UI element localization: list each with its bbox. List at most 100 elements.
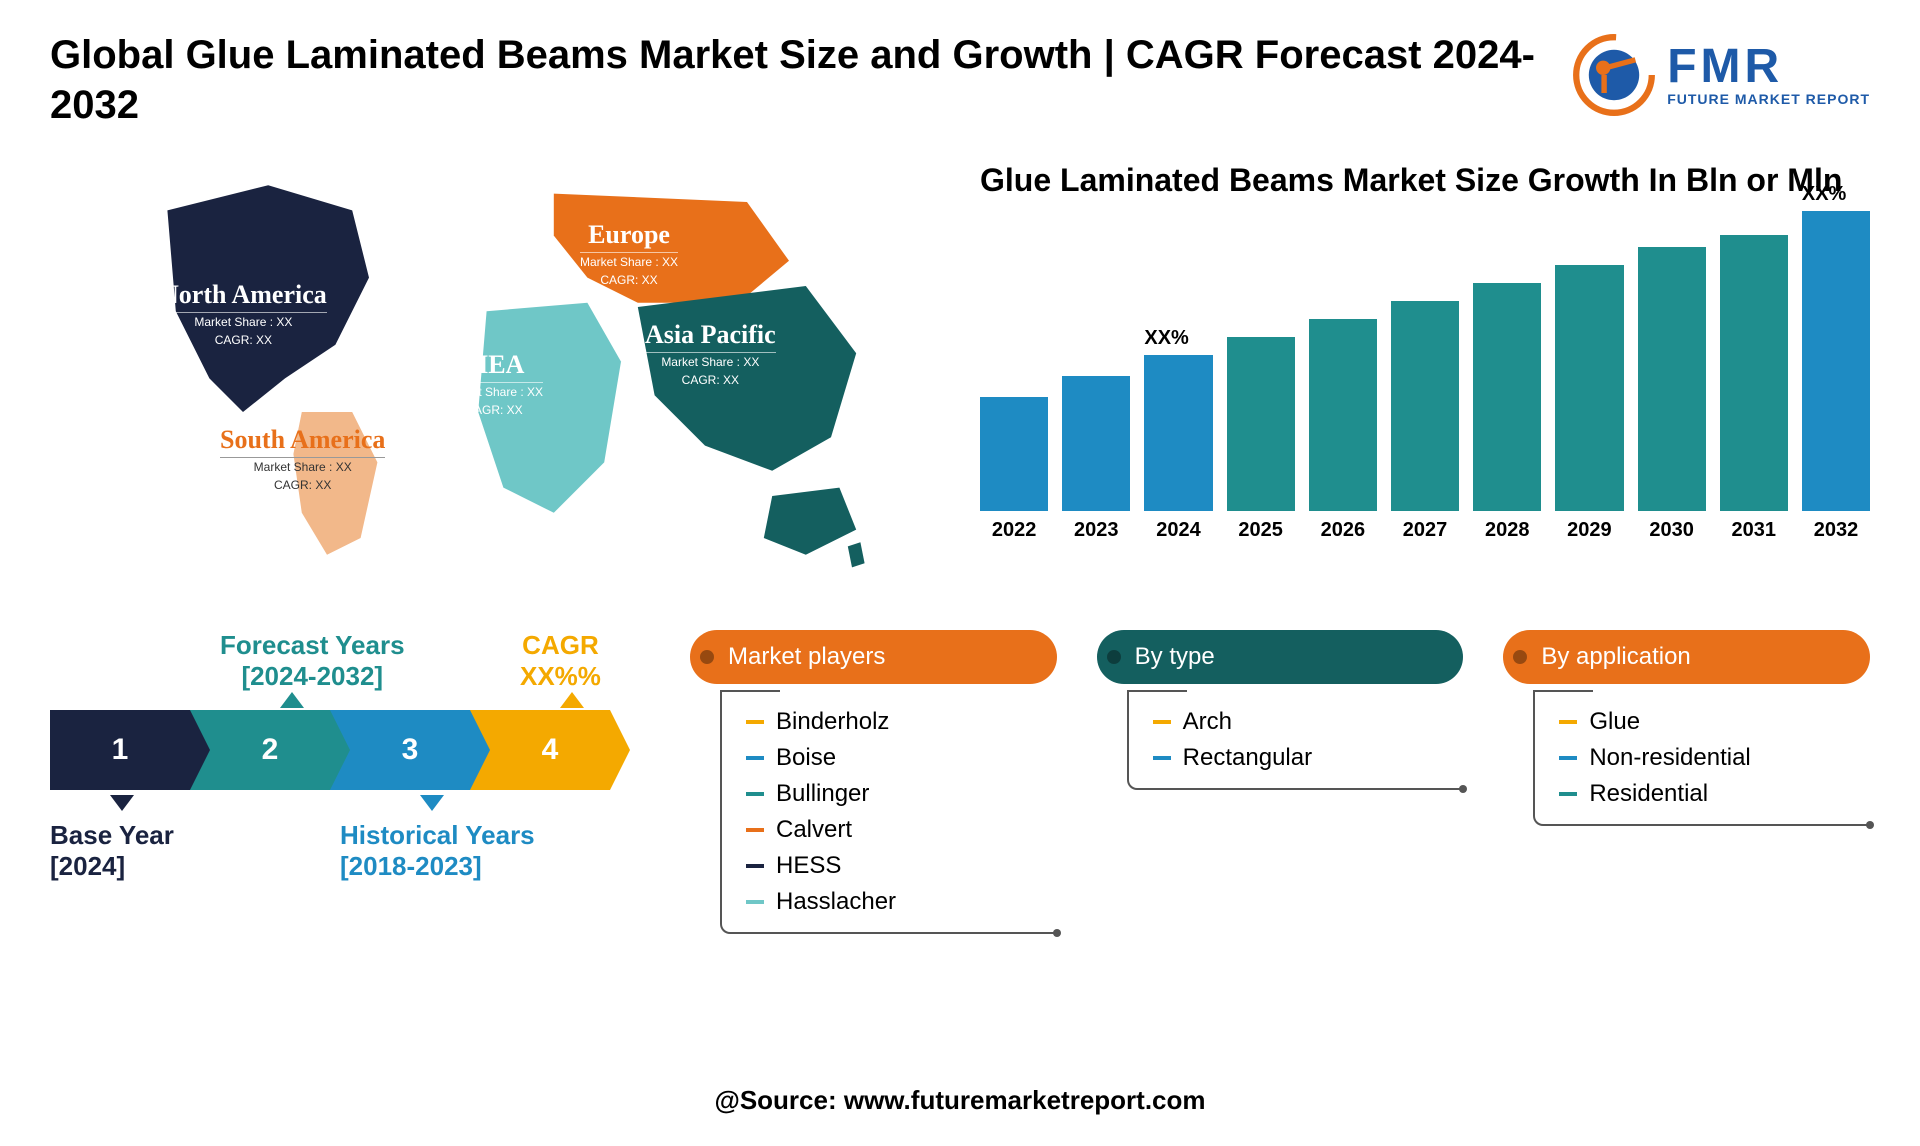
forecast-label: Forecast Years [2024-2032]: [220, 630, 405, 692]
cagr-label: CAGR XX%%: [520, 630, 601, 692]
fmr-logo-icon: [1569, 30, 1659, 120]
bar-chart: Glue Laminated Beams Market Size Growth …: [980, 160, 1870, 580]
bar-rect: [1309, 319, 1377, 511]
tick-icon: [1153, 756, 1171, 760]
list-item: HESS: [746, 848, 1057, 884]
bar-annotation: XX%: [1144, 327, 1188, 350]
timeline-segment-1: 1: [50, 710, 190, 790]
bar-rect: [1638, 247, 1706, 511]
bar-2024: XX% 2024: [1144, 355, 1212, 542]
triangle-icon: [420, 795, 444, 811]
bar-year-label: 2025: [1238, 519, 1283, 542]
list-item: Calvert: [746, 812, 1057, 848]
bar-year-label: 2027: [1403, 519, 1448, 542]
bar-year-label: 2023: [1074, 519, 1119, 542]
list-item-label: Boise: [776, 744, 836, 772]
region-asia-pacific: Asia Pacific Market Share : XX CAGR: XX: [645, 320, 776, 387]
bar-2027: 2027: [1391, 301, 1459, 542]
region-share: Market Share : XX: [220, 457, 385, 474]
region-cagr: CAGR: XX: [445, 401, 543, 417]
list-item-label: Non-residential: [1589, 744, 1750, 772]
bar-year-label: 2028: [1485, 519, 1530, 542]
timeline-arrows: 1234: [50, 710, 650, 790]
bar-rect: [1227, 337, 1295, 511]
list-item-label: Calvert: [776, 816, 852, 844]
circle-icon: [1513, 650, 1527, 664]
bar-year-label: 2029: [1567, 519, 1612, 542]
pill-list: Arch Rectangular: [1127, 692, 1464, 790]
list-item: Boise: [746, 740, 1057, 776]
region-south-america: South America Market Share : XX CAGR: XX: [220, 425, 385, 492]
forecast-value: [2024-2032]: [241, 661, 383, 691]
region-cagr: CAGR: XX: [160, 331, 327, 347]
historical-text: Historical Years: [340, 820, 535, 850]
timeline-segment-2: 2: [190, 710, 330, 790]
tick-icon: [746, 720, 764, 724]
list-item-label: Binderholz: [776, 708, 889, 736]
list-item: Hasslacher: [746, 884, 1057, 920]
region-share: Market Share : XX: [160, 312, 327, 329]
timeline-segment-3: 3: [330, 710, 470, 790]
list-item: Binderholz: [746, 704, 1057, 740]
bar-2031: 2031: [1720, 235, 1788, 542]
region-name: Asia Pacific: [645, 320, 776, 350]
region-share: Market Share : XX: [645, 352, 776, 369]
bar-rect: XX%: [1144, 355, 1212, 511]
bar-2030: 2030: [1638, 247, 1706, 542]
bar-2028: 2028: [1473, 283, 1541, 542]
region-north-america: North America Market Share : XX CAGR: XX: [160, 280, 327, 347]
tick-icon: [1153, 720, 1171, 724]
tick-icon: [1559, 792, 1577, 796]
circle-icon: [700, 650, 714, 664]
tick-icon: [1559, 720, 1577, 724]
list-item: Rectangular: [1153, 740, 1464, 776]
circle-icon: [1107, 650, 1121, 664]
header: Global Glue Laminated Beams Market Size …: [50, 30, 1870, 130]
tick-icon: [746, 900, 764, 904]
market-players-column: Market playersBinderholzBoiseBullingerCa…: [690, 630, 1057, 934]
pill-header: By application: [1503, 630, 1870, 684]
pill-list: GlueNon-residentialResidential: [1533, 692, 1870, 826]
bar-rect: [1555, 265, 1623, 511]
list-item-label: Hasslacher: [776, 888, 896, 916]
list-item-label: HESS: [776, 852, 841, 880]
bar-rect: [980, 397, 1048, 511]
bar-year-label: 2026: [1321, 519, 1366, 542]
by-application-column: By applicationGlueNon-residentialResiden…: [1503, 630, 1870, 826]
cagr-text: CAGR: [522, 630, 599, 660]
list-item-label: Glue: [1589, 708, 1640, 736]
triangle-icon: [560, 692, 584, 708]
base-year-text: Base Year: [50, 820, 174, 850]
triangle-icon: [110, 795, 134, 811]
region-name: Europe: [580, 220, 678, 250]
timeline-segment-4: 4: [470, 710, 610, 790]
pill-header: By type: [1097, 630, 1464, 684]
tick-icon: [746, 756, 764, 760]
tick-icon: [746, 828, 764, 832]
bar-2032: XX%2032: [1802, 211, 1870, 542]
bar-2026: 2026: [1309, 319, 1377, 542]
list-item: Glue: [1559, 704, 1870, 740]
bottom-row: Forecast Years [2024-2032] CAGR XX%% 123…: [50, 630, 1870, 934]
list-item-label: Arch: [1183, 708, 1232, 736]
list-item: Arch: [1153, 704, 1464, 740]
region-share: Market Share : XX: [445, 382, 543, 399]
tick-icon: [1559, 756, 1577, 760]
logo-subtext: FUTURE MARKET REPORT: [1667, 91, 1870, 107]
timeline: Forecast Years [2024-2032] CAGR XX%% 123…: [50, 630, 650, 790]
bar-2025: 2025: [1227, 337, 1295, 542]
bar-2022: 2022: [980, 397, 1048, 542]
region-europe: Europe Market Share : XX CAGR: XX: [580, 220, 678, 287]
historical-value: [2018-2023]: [340, 851, 482, 881]
list-item-label: Bullinger: [776, 780, 869, 808]
base-year-label: Base Year [2024]: [50, 820, 174, 882]
region-share: Market Share : XX: [580, 252, 678, 269]
bar-rect: XX%: [1802, 211, 1870, 511]
region-mea: MEA Market Share : XX CAGR: XX: [445, 350, 543, 417]
list-item: Bullinger: [746, 776, 1057, 812]
logo: FMR FUTURE MARKET REPORT: [1569, 30, 1870, 120]
bar-year-label: 2024: [1156, 519, 1201, 542]
cagr-value: XX%%: [520, 661, 601, 691]
bar-rect: [1391, 301, 1459, 511]
tick-icon: [746, 792, 764, 796]
